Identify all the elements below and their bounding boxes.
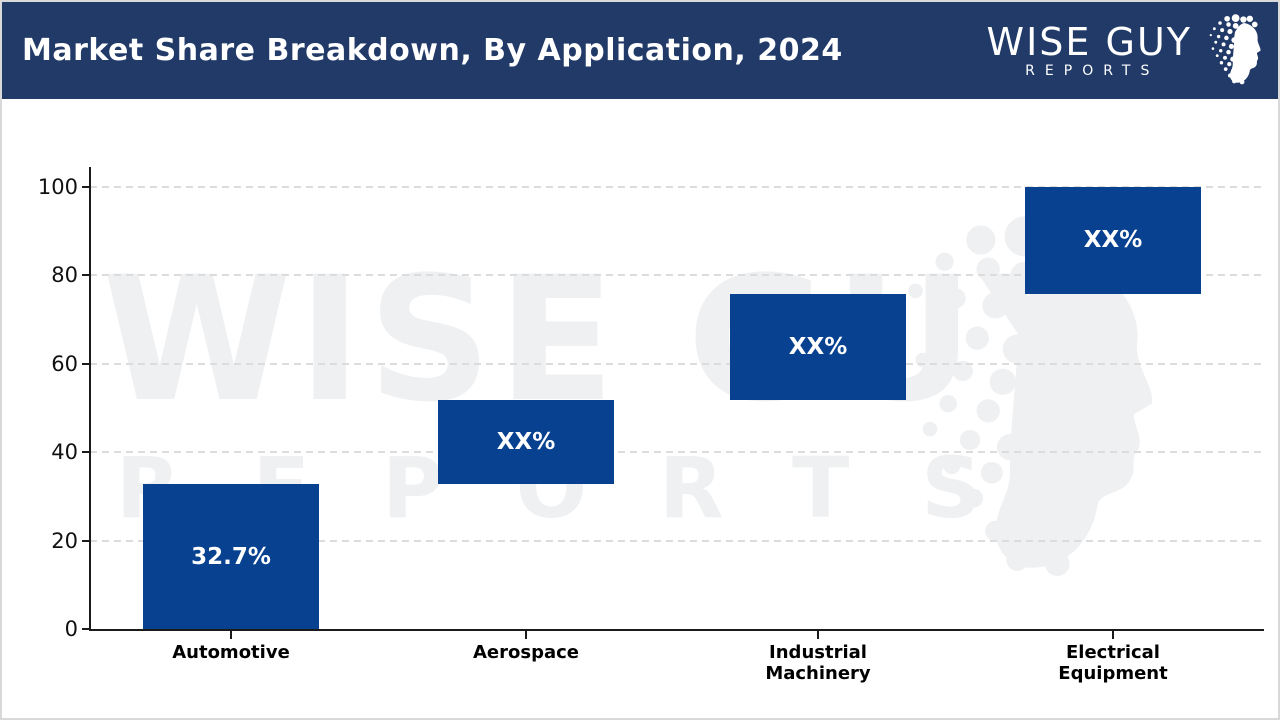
y-tick-mark-80 bbox=[82, 274, 90, 276]
x-category-label-line: Industrial bbox=[769, 642, 867, 663]
y-tick-mark-20 bbox=[82, 539, 90, 542]
y-tick-mark-100 bbox=[82, 185, 90, 188]
x-category-label-1: Aerospace bbox=[416, 642, 636, 663]
bar-automotive: 32.7% bbox=[143, 484, 319, 629]
x-axis-line bbox=[89, 629, 1264, 631]
y-tick-label-0: 0 bbox=[64, 617, 78, 641]
gridline-20 bbox=[90, 539, 1264, 542]
x-tick-mark-1 bbox=[525, 631, 527, 639]
x-category-label-line: Electrical bbox=[1066, 642, 1160, 663]
y-tick-label-60: 60 bbox=[51, 351, 78, 376]
logo-brand-name: WISE GUY bbox=[986, 20, 1192, 64]
y-tick-label-40: 40 bbox=[51, 440, 78, 464]
bar-value-label: XX% bbox=[496, 429, 556, 456]
bar-aerospace: XX% bbox=[438, 399, 614, 485]
logo-wordmark: WISE GUY REPORTS bbox=[987, 21, 1192, 79]
bar-industrial-machinery: XX% bbox=[730, 294, 906, 400]
x-category-label-line: Aerospace bbox=[472, 642, 579, 663]
x-category-label-0: Automotive bbox=[121, 642, 341, 663]
head-dots-icon bbox=[1186, 8, 1264, 92]
bar-value-label: XX% bbox=[788, 334, 848, 361]
y-axis-line bbox=[89, 167, 91, 631]
y-tick-mark-60 bbox=[82, 362, 90, 365]
y-tick-mark-40 bbox=[82, 451, 90, 453]
x-category-label-3: Electrical Equipment bbox=[1003, 642, 1223, 684]
logo-brand-subtext: REPORTS bbox=[1025, 63, 1160, 79]
chart-title: Market Share Breakdown, By Application, … bbox=[22, 33, 843, 68]
x-tick-mark-3 bbox=[1112, 631, 1114, 639]
gridline-40 bbox=[90, 451, 1264, 453]
x-category-label-line: Machinery bbox=[765, 663, 871, 684]
gridline-80 bbox=[90, 274, 1264, 276]
x-category-label-line: Equipment bbox=[1058, 663, 1168, 684]
gridline-60 bbox=[90, 362, 1264, 365]
x-tick-mark-2 bbox=[817, 631, 819, 639]
y-tick-label-80: 80 bbox=[51, 263, 78, 287]
bar-value-label: XX% bbox=[1083, 227, 1143, 254]
y-tick-label-100: 100 bbox=[37, 174, 78, 199]
gridline-100 bbox=[90, 185, 1264, 188]
x-category-label-line: Automotive bbox=[172, 642, 290, 663]
bar-value-label: 32.7% bbox=[191, 543, 271, 570]
y-tick-label-20: 20 bbox=[51, 528, 78, 553]
bar-electrical-equipment: XX% bbox=[1025, 186, 1201, 295]
x-tick-mark-0 bbox=[230, 631, 232, 639]
brand-logo: WISE GUY REPORTS bbox=[987, 8, 1264, 92]
header-banner: Market Share Breakdown, By Application, … bbox=[2, 2, 1278, 99]
y-tick-mark-0 bbox=[82, 628, 90, 630]
x-category-label-2: Industrial Machinery bbox=[708, 642, 928, 684]
